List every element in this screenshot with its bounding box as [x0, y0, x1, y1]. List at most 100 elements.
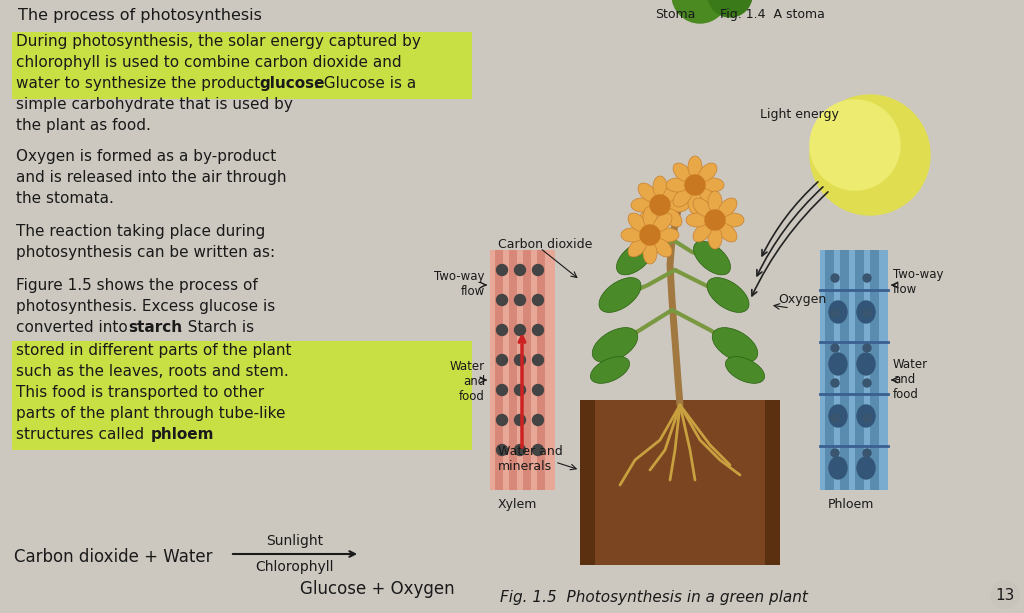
Ellipse shape	[829, 301, 847, 323]
Circle shape	[532, 264, 544, 275]
Text: parts of the plant through tube-like: parts of the plant through tube-like	[16, 406, 286, 421]
Ellipse shape	[719, 198, 737, 216]
Text: Sunlight: Sunlight	[266, 534, 324, 548]
Bar	[855, 250, 864, 490]
Circle shape	[672, 0, 728, 23]
Text: converted into: converted into	[16, 320, 133, 335]
Circle shape	[497, 354, 508, 365]
Bar	[495, 250, 503, 490]
Text: Chlorophyll: Chlorophyll	[256, 560, 334, 574]
Text: 13: 13	[995, 587, 1015, 603]
Circle shape	[831, 309, 839, 317]
Text: structures called: structures called	[16, 427, 150, 442]
Text: glucose: glucose	[259, 76, 325, 91]
Text: . Glucose is a: . Glucose is a	[314, 76, 416, 91]
Ellipse shape	[643, 242, 657, 264]
Text: Two-way
flow: Two-way flow	[893, 268, 943, 296]
Text: Xylem: Xylem	[498, 498, 538, 511]
Circle shape	[831, 274, 839, 282]
Bar	[825, 250, 834, 490]
Circle shape	[532, 324, 544, 335]
Ellipse shape	[628, 213, 646, 232]
Circle shape	[640, 225, 660, 245]
Bar	[840, 250, 849, 490]
Text: The process of photosynthesis: The process of photosynthesis	[18, 8, 262, 23]
Circle shape	[532, 384, 544, 395]
Ellipse shape	[591, 357, 630, 383]
Ellipse shape	[673, 163, 691, 181]
Circle shape	[863, 274, 871, 282]
Circle shape	[532, 294, 544, 305]
Circle shape	[497, 444, 508, 455]
Circle shape	[497, 414, 508, 425]
Text: Oxygen: Oxygen	[778, 293, 826, 306]
Ellipse shape	[638, 208, 656, 227]
Ellipse shape	[829, 405, 847, 427]
Text: photosynthesis. Excess glucose is: photosynthesis. Excess glucose is	[16, 299, 275, 314]
Bar	[870, 250, 879, 490]
Circle shape	[863, 449, 871, 457]
Text: The reaction taking place during: The reaction taking place during	[16, 224, 265, 239]
Ellipse shape	[592, 327, 638, 362]
Circle shape	[831, 344, 839, 352]
Text: Phloem: Phloem	[828, 498, 874, 511]
Ellipse shape	[667, 198, 689, 212]
Bar	[523, 250, 531, 490]
Circle shape	[514, 354, 525, 365]
Text: stored in different parts of the plant: stored in different parts of the plant	[16, 343, 292, 358]
Text: Fig. 1.5  Photosynthesis in a green plant: Fig. 1.5 Photosynthesis in a green plant	[500, 590, 808, 605]
Circle shape	[650, 195, 670, 215]
Bar	[537, 250, 545, 490]
Bar	[580, 400, 595, 565]
Ellipse shape	[653, 212, 667, 234]
Circle shape	[514, 324, 525, 335]
Text: simple carbohydrate that is used by: simple carbohydrate that is used by	[16, 97, 293, 112]
Bar	[12, 341, 472, 450]
Text: Water and
minerals: Water and minerals	[498, 445, 563, 473]
Ellipse shape	[713, 327, 758, 362]
Bar	[12, 32, 472, 99]
Circle shape	[991, 581, 1019, 609]
Text: phloem: phloem	[151, 427, 214, 442]
Circle shape	[831, 379, 839, 387]
Text: . Starch is: . Starch is	[178, 320, 254, 335]
Circle shape	[514, 444, 525, 455]
Ellipse shape	[725, 357, 765, 383]
Bar	[580, 400, 780, 565]
Ellipse shape	[621, 228, 643, 242]
Text: Water
and
food: Water and food	[893, 358, 928, 401]
Circle shape	[831, 414, 839, 422]
Ellipse shape	[698, 189, 717, 207]
Circle shape	[685, 175, 705, 195]
Text: Carbon dioxide: Carbon dioxide	[498, 238, 592, 251]
Text: This food is transported to other: This food is transported to other	[16, 385, 264, 400]
Text: starch: starch	[128, 320, 182, 335]
Circle shape	[810, 100, 900, 190]
Ellipse shape	[666, 178, 688, 192]
Ellipse shape	[708, 227, 722, 249]
Circle shape	[514, 384, 525, 395]
Ellipse shape	[664, 208, 682, 227]
Text: Figure 1.5 shows the process of: Figure 1.5 shows the process of	[16, 278, 258, 293]
Text: water to synthesize the product: water to synthesize the product	[16, 76, 265, 91]
Ellipse shape	[653, 176, 667, 198]
Circle shape	[514, 264, 525, 275]
Circle shape	[705, 210, 725, 230]
Ellipse shape	[702, 178, 724, 192]
Text: Light energy: Light energy	[760, 108, 839, 121]
Ellipse shape	[857, 301, 874, 323]
Ellipse shape	[686, 213, 708, 227]
Circle shape	[863, 379, 871, 387]
Bar	[820, 250, 888, 490]
Ellipse shape	[857, 457, 874, 479]
Text: Two-way
flow: Two-way flow	[434, 270, 485, 298]
Text: During photosynthesis, the solar energy captured by: During photosynthesis, the solar energy …	[16, 34, 421, 49]
Ellipse shape	[653, 238, 672, 257]
Ellipse shape	[631, 198, 653, 212]
Ellipse shape	[673, 189, 691, 207]
Text: Glucose + Oxygen: Glucose + Oxygen	[300, 580, 455, 598]
Text: photosynthesis can be written as:: photosynthesis can be written as:	[16, 245, 275, 260]
Circle shape	[863, 309, 871, 317]
Bar	[490, 250, 555, 490]
Text: Water
and
food: Water and food	[450, 360, 485, 403]
